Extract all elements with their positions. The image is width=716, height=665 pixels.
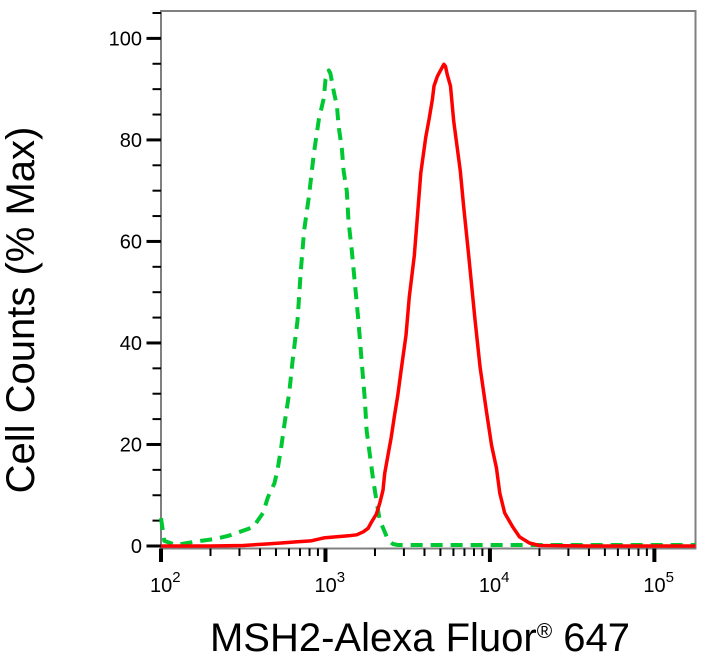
registered-trademark-symbol: ® xyxy=(536,620,553,643)
y-tick-label: 80 xyxy=(120,130,142,152)
y-tick-label: 20 xyxy=(120,434,142,456)
y-tick-label: 100 xyxy=(109,28,142,50)
x-axis-title: MSH2-Alexa Fluor® 647 xyxy=(210,618,630,658)
x-axis-title-tail: 647 xyxy=(552,616,631,660)
y-tick-label: 40 xyxy=(120,333,142,355)
series-green-dashed-curve xyxy=(159,68,696,547)
series-red-solid-curve xyxy=(161,62,696,548)
x-tick-label: 102 xyxy=(150,569,181,597)
x-tick-label: 104 xyxy=(479,569,510,597)
x-tick-label: 103 xyxy=(314,569,345,597)
x-axis-title-main: MSH2-Alexa Fluor xyxy=(209,616,537,660)
plot-frame xyxy=(160,10,697,550)
x-tick-label: 105 xyxy=(643,569,674,597)
y-tick-label: 0 xyxy=(131,536,142,558)
y-tick-label: 60 xyxy=(120,231,142,253)
y-axis-title: Cell Counts (% Max) xyxy=(0,126,43,494)
